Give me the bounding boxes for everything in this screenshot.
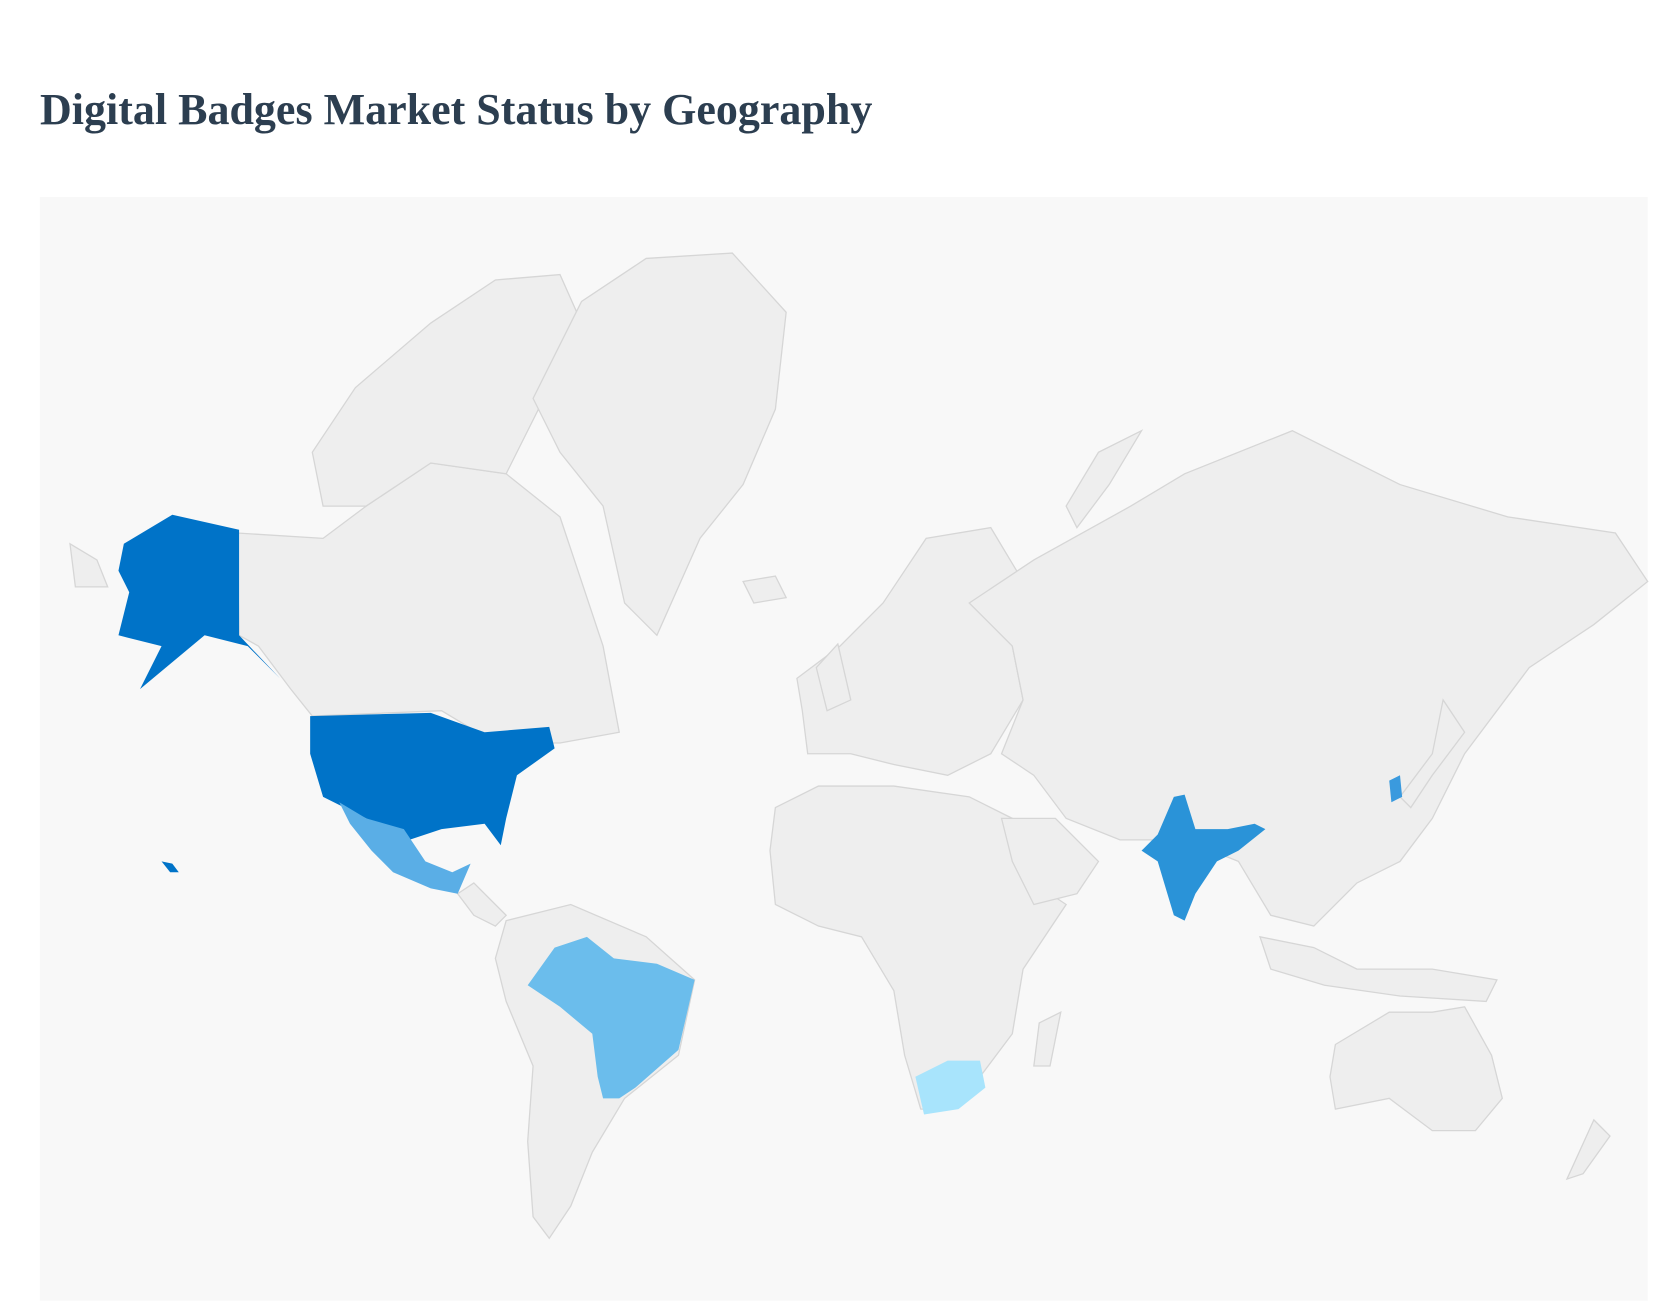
country-south-korea[interactable]: South Korea: [1389, 775, 1403, 803]
country-united-states[interactable]: United States: [310, 712, 555, 846]
country-alaska[interactable]: United States: [118, 514, 280, 690]
western-alaska-russia[interactable]: [69, 542, 109, 588]
country-india[interactable]: India: [1141, 794, 1266, 921]
central-america-caribbean[interactable]: [456, 882, 508, 927]
country-iceland[interactable]: [742, 575, 788, 604]
country-madagascar[interactable]: [1033, 1011, 1062, 1067]
country-mexico[interactable]: Mexico: [339, 802, 471, 894]
country-australia[interactable]: [1329, 1006, 1504, 1132]
page-title: Digital Badges Market Status by Geograph…: [40, 85, 873, 134]
country-united-kingdom[interactable]: [815, 642, 852, 712]
southeast-asia-islands[interactable]: [1259, 935, 1498, 1003]
country-hawaii[interactable]: United States: [161, 861, 179, 873]
arctic-russia-islands[interactable]: [1065, 429, 1144, 529]
country-brazil[interactable]: Brazil: [527, 936, 695, 1099]
country-south-africa[interactable]: South Africa: [915, 1060, 986, 1115]
region-asia[interactable]: [968, 430, 1649, 927]
country-japan[interactable]: [1399, 698, 1466, 809]
country-new-zealand[interactable]: [1565, 1118, 1611, 1181]
region-arabia[interactable]: [1000, 817, 1100, 906]
country-greenland[interactable]: [532, 252, 787, 637]
